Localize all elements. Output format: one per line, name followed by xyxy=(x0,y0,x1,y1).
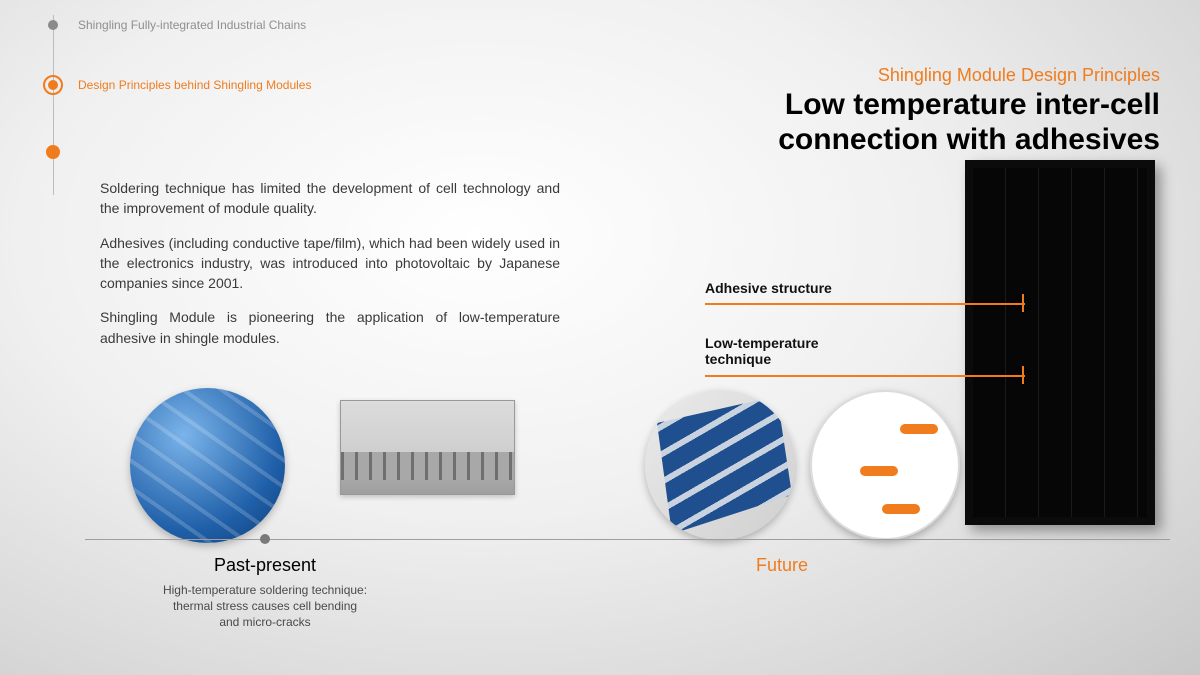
nav-label-01: Shingling Fully-integrated Industrial Ch… xyxy=(78,18,306,32)
callout-adhesive-line xyxy=(705,303,1025,305)
timeline-dot xyxy=(260,534,270,544)
callout-lowtemp-label-l2: technique xyxy=(705,351,771,367)
nav-label-02: Design Principles behind Shingling Modul… xyxy=(78,78,311,92)
nav-dot-02 xyxy=(43,75,63,95)
image-shingle-cells xyxy=(645,390,795,540)
headline-block: Shingling Module Design Principles Low t… xyxy=(778,65,1160,157)
callout-lowtemp-label-l1: Low-temperature xyxy=(705,335,819,351)
image-wafer-bending xyxy=(130,388,285,543)
timeline-caption-past: Past-present High-temperature soldering … xyxy=(115,555,415,631)
headline-title-line1: Low temperature inter-cell xyxy=(785,88,1160,121)
adhesive-dash xyxy=(900,424,938,434)
adhesive-dash xyxy=(882,504,920,514)
callout-lowtemp-line xyxy=(705,375,1025,377)
adhesive-dash xyxy=(860,466,898,476)
nav-dot-01 xyxy=(48,20,58,30)
timeline-axis xyxy=(85,539,1170,540)
body-p1: Soldering technique has limited the deve… xyxy=(100,178,560,219)
headline-title-line2: connection with adhesives xyxy=(778,123,1160,156)
image-adhesive-magnifier xyxy=(810,390,960,540)
phase-past-sub: High-temperature soldering technique: th… xyxy=(115,582,415,631)
callout-adhesive-label: Adhesive structure xyxy=(705,280,832,296)
phase-past: Past-present xyxy=(115,555,415,576)
callout-lowtemp-label: Low-temperature technique xyxy=(705,335,819,367)
headline-title: Low temperature inter-cell connection wi… xyxy=(778,88,1160,157)
nav-dot-end xyxy=(46,145,60,159)
phase-future: Future xyxy=(702,555,862,576)
timeline-caption-future: Future xyxy=(702,555,862,582)
shingle-stripes xyxy=(645,390,795,540)
image-cross-section xyxy=(340,400,515,495)
callout-adhesive-tick xyxy=(1022,294,1024,312)
headline-eyebrow: Shingling Module Design Principles xyxy=(778,65,1160,86)
image-solar-panel xyxy=(965,160,1155,525)
body-text: Soldering technique has limited the deve… xyxy=(100,178,560,362)
body-p2: Adhesives (including conductive tape/fil… xyxy=(100,233,560,294)
callout-lowtemp-tick xyxy=(1022,366,1024,384)
nav-vertical-line xyxy=(53,15,54,195)
body-p3: Shingling Module is pioneering the appli… xyxy=(100,307,560,348)
